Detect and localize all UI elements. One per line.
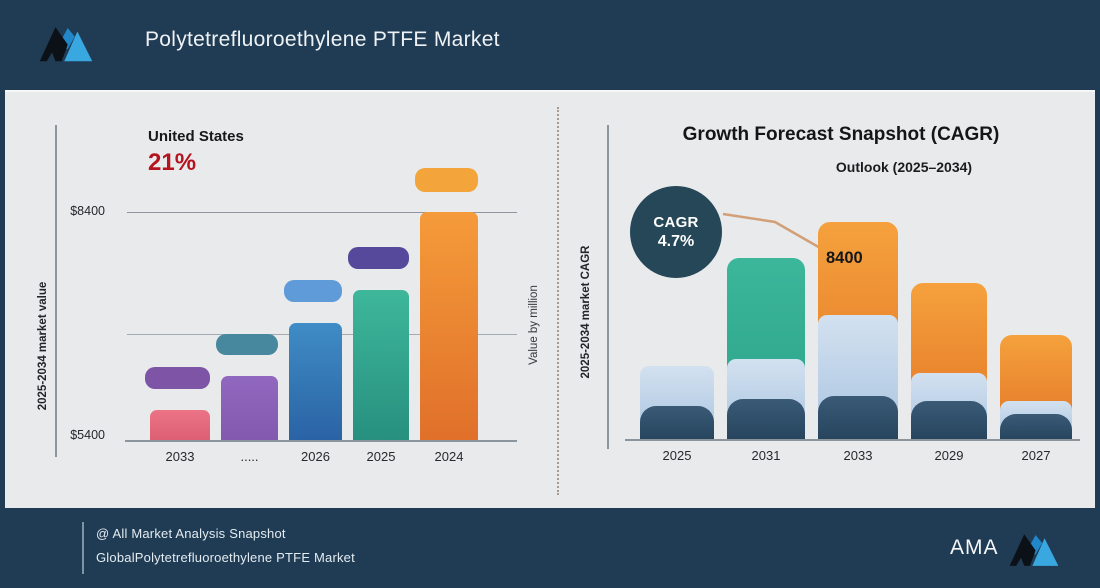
us-bar (289, 323, 342, 440)
segment-base-navy (640, 406, 714, 439)
us-bar-cap (284, 280, 342, 302)
us-bar (420, 212, 478, 440)
footer-bar: @ All Market Analysis Snapshot GlobalPol… (0, 508, 1100, 588)
right-x-axis-line (625, 439, 1080, 441)
us-bar-column-2025: 2025 (348, 142, 409, 464)
header-bar: Polytetrefluoroethylene PTFE Market (0, 0, 1100, 90)
footer-line1: @ All Market Analysis Snapshot (96, 526, 286, 541)
us-bar (150, 410, 210, 440)
left-y-axis-line (55, 125, 57, 457)
us-x-tick-label: ..... (240, 449, 259, 464)
ama-logo-icon (1009, 534, 1059, 566)
footer-line2: GlobalPolytetrefluoroethylene PTFE Marke… (96, 550, 355, 565)
segment-base-navy (911, 401, 987, 439)
us-chart-bars: 2033..... 2026 2025 2024 (145, 142, 490, 464)
footer-divider (82, 522, 84, 574)
us-bar-cap (145, 367, 210, 389)
segment-base-navy (1000, 414, 1072, 439)
us-bar-column-2033: 2033 (145, 142, 210, 464)
forecast-bar-column-2033: 8400 2033 (818, 139, 898, 463)
footer-brand-text: AMA (950, 536, 999, 559)
forecast-x-tick-label: 2027 (1021, 448, 1051, 463)
right-chart-title: Growth Forecast Snapshot (CAGR) (682, 124, 1000, 145)
us-bar-cap (415, 168, 478, 192)
us-x-tick-label: 2026 (301, 449, 330, 464)
cagr-callout-badge: CAGR 4.7% (630, 186, 722, 278)
forecast-x-tick-label: 2025 (662, 448, 692, 463)
us-bar (353, 290, 409, 440)
us-bar-column-2024: 2024 (415, 142, 478, 464)
forecast-x-tick-label: 2033 (843, 448, 873, 463)
forecast-bar-annotation: 8400 (826, 249, 863, 267)
charts-divider-line (557, 107, 559, 495)
cagr-callout-label: CAGR (653, 213, 699, 231)
right-y-axis-label: 2025-2034 market CAGR (580, 245, 592, 379)
left-chart-title: United States (148, 128, 244, 145)
gridline-8400 (127, 212, 517, 213)
us-bar-column-2026: 2026 (284, 142, 342, 464)
us-bar-column-.....: ..... (216, 142, 278, 464)
left-x-axis-line (125, 440, 517, 442)
left-tick-8400: $8400 (70, 204, 105, 218)
left-tick-5400: $5400 (70, 428, 105, 442)
us-bar-cap (216, 334, 278, 355)
segment-base-navy (818, 396, 898, 439)
divider-label: Value by million (528, 285, 540, 365)
chart-canvas: 2025-2034 market value United States 21%… (5, 90, 1095, 508)
page-title: Polytetrefluoroethylene PTFE Market (145, 28, 500, 51)
forecast-x-tick-label: 2031 (751, 448, 781, 463)
cagr-callout-value: 4.7% (657, 232, 695, 250)
us-bar (221, 376, 278, 440)
left-chart-annotation: 21% (148, 149, 197, 176)
left-y-axis-label: 2025-2034 market value (37, 281, 49, 411)
us-x-tick-label: 2024 (434, 449, 464, 464)
forecast-bar-column-2029: 2029 (911, 139, 987, 463)
forecast-x-tick-label: 2029 (934, 448, 964, 463)
forecast-chart-bars: 2025 2031 8400 2033 2029 2027 (640, 139, 1080, 463)
segment-base-navy (727, 399, 805, 439)
right-y-axis-line (607, 125, 609, 449)
us-x-tick-label: 2033 (165, 449, 195, 464)
us-x-tick-label: 2025 (366, 449, 396, 464)
us-bar-cap (348, 247, 409, 269)
right-chart-subtitle: Outlook (2025–2034) (835, 159, 973, 175)
forecast-bar-column-2025: 2025 (640, 139, 714, 463)
forecast-bar-column-2031: 2031 (727, 139, 805, 463)
ama-logo-icon (39, 27, 93, 62)
forecast-bar-column-2027: 2027 (1000, 139, 1072, 463)
